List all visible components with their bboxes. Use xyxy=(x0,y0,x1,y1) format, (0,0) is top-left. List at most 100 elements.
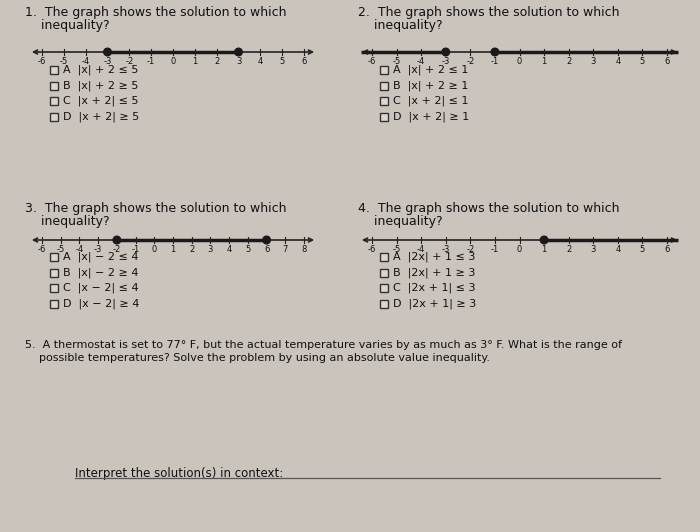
Text: 2: 2 xyxy=(566,245,571,254)
Text: 5.  A thermostat is set to 77° F, but the actual temperature varies by as much a: 5. A thermostat is set to 77° F, but the… xyxy=(25,340,622,350)
Text: 4: 4 xyxy=(227,245,232,254)
Text: -6: -6 xyxy=(368,56,376,65)
Text: -2: -2 xyxy=(466,245,475,254)
Text: 1: 1 xyxy=(542,245,547,254)
Text: A  |x| + 2 ≤ 5: A |x| + 2 ≤ 5 xyxy=(63,65,139,75)
Text: 0: 0 xyxy=(152,245,157,254)
Text: 5: 5 xyxy=(640,245,645,254)
FancyBboxPatch shape xyxy=(50,253,58,261)
Text: 1: 1 xyxy=(542,56,547,65)
Text: 2: 2 xyxy=(214,56,219,65)
Text: -2: -2 xyxy=(466,56,475,65)
FancyBboxPatch shape xyxy=(50,81,58,89)
Text: 3: 3 xyxy=(236,56,241,65)
Text: 2: 2 xyxy=(566,56,571,65)
Text: 6: 6 xyxy=(664,245,670,254)
Text: 4.  The graph shows the solution to which: 4. The graph shows the solution to which xyxy=(358,202,620,215)
Text: 8: 8 xyxy=(301,245,307,254)
Text: 4: 4 xyxy=(258,56,263,65)
Circle shape xyxy=(234,48,242,56)
Text: B  |2x| + 1 ≥ 3: B |2x| + 1 ≥ 3 xyxy=(393,267,475,278)
Text: inequality?: inequality? xyxy=(25,19,110,32)
Text: B  |x| − 2 ≥ 4: B |x| − 2 ≥ 4 xyxy=(63,267,139,278)
FancyBboxPatch shape xyxy=(380,253,388,261)
Text: -1: -1 xyxy=(491,56,499,65)
Text: 7: 7 xyxy=(283,245,288,254)
Text: -4: -4 xyxy=(81,56,90,65)
Text: -3: -3 xyxy=(442,245,450,254)
Text: -1: -1 xyxy=(132,245,140,254)
Text: 0: 0 xyxy=(517,56,522,65)
Text: -4: -4 xyxy=(417,245,426,254)
Text: inequality?: inequality? xyxy=(358,19,442,32)
Text: 1: 1 xyxy=(193,56,197,65)
Circle shape xyxy=(491,48,498,56)
Text: B  |x| + 2 ≥ 5: B |x| + 2 ≥ 5 xyxy=(63,80,139,91)
FancyBboxPatch shape xyxy=(50,66,58,74)
FancyBboxPatch shape xyxy=(50,112,58,121)
Text: -6: -6 xyxy=(38,245,46,254)
Text: -4: -4 xyxy=(417,56,426,65)
Text: -5: -5 xyxy=(393,245,400,254)
Text: -5: -5 xyxy=(57,245,65,254)
Text: -5: -5 xyxy=(393,56,400,65)
Text: 3: 3 xyxy=(208,245,213,254)
Text: -1: -1 xyxy=(147,56,155,65)
Text: 2.  The graph shows the solution to which: 2. The graph shows the solution to which xyxy=(358,6,620,19)
Text: 1.  The graph shows the solution to which: 1. The graph shows the solution to which xyxy=(25,6,286,19)
Text: 3: 3 xyxy=(591,56,596,65)
Text: 6: 6 xyxy=(664,56,670,65)
Text: 5: 5 xyxy=(279,56,285,65)
Text: Interpret the solution(s) in context:: Interpret the solution(s) in context: xyxy=(75,467,284,480)
Text: C  |x − 2| ≤ 4: C |x − 2| ≤ 4 xyxy=(63,282,139,293)
Text: -4: -4 xyxy=(76,245,83,254)
Text: 6: 6 xyxy=(301,56,307,65)
Text: -6: -6 xyxy=(368,245,376,254)
Circle shape xyxy=(262,236,270,244)
Circle shape xyxy=(113,236,120,244)
Text: C  |x + 2| ≤ 1: C |x + 2| ≤ 1 xyxy=(393,96,468,106)
Circle shape xyxy=(104,48,111,56)
FancyBboxPatch shape xyxy=(50,269,58,277)
Text: 0: 0 xyxy=(170,56,176,65)
FancyBboxPatch shape xyxy=(50,284,58,292)
Text: 0: 0 xyxy=(517,245,522,254)
Text: 5: 5 xyxy=(245,245,251,254)
FancyBboxPatch shape xyxy=(380,284,388,292)
Text: 6: 6 xyxy=(264,245,270,254)
Circle shape xyxy=(442,48,449,56)
Text: -6: -6 xyxy=(38,56,46,65)
FancyBboxPatch shape xyxy=(50,97,58,105)
Text: -3: -3 xyxy=(442,56,450,65)
Text: B  |x| + 2 ≥ 1: B |x| + 2 ≥ 1 xyxy=(393,80,468,91)
Text: -2: -2 xyxy=(113,245,121,254)
FancyBboxPatch shape xyxy=(380,81,388,89)
Text: 3: 3 xyxy=(591,245,596,254)
Text: possible temperatures? Solve the problem by using an absolute value inequality.: possible temperatures? Solve the problem… xyxy=(25,353,490,363)
Text: D  |x − 2| ≥ 4: D |x − 2| ≥ 4 xyxy=(63,298,139,309)
FancyBboxPatch shape xyxy=(380,97,388,105)
Text: A  |x| − 2 ≤ 4: A |x| − 2 ≤ 4 xyxy=(63,252,139,262)
FancyBboxPatch shape xyxy=(380,300,388,307)
FancyBboxPatch shape xyxy=(380,269,388,277)
Text: 5: 5 xyxy=(640,56,645,65)
Text: 3.  The graph shows the solution to which: 3. The graph shows the solution to which xyxy=(25,202,286,215)
Text: A  |x| + 2 ≤ 1: A |x| + 2 ≤ 1 xyxy=(393,65,468,75)
Text: -2: -2 xyxy=(125,56,134,65)
Text: -5: -5 xyxy=(60,56,68,65)
Text: C  |x + 2| ≤ 5: C |x + 2| ≤ 5 xyxy=(63,96,139,106)
Text: -1: -1 xyxy=(491,245,499,254)
Text: -3: -3 xyxy=(94,245,102,254)
Text: A  |2x| + 1 ≤ 3: A |2x| + 1 ≤ 3 xyxy=(393,252,475,262)
Text: inequality?: inequality? xyxy=(358,215,442,228)
Text: D  |2x + 1| ≥ 3: D |2x + 1| ≥ 3 xyxy=(393,298,476,309)
Text: 4: 4 xyxy=(615,245,620,254)
Text: inequality?: inequality? xyxy=(25,215,110,228)
FancyBboxPatch shape xyxy=(50,300,58,307)
Text: 4: 4 xyxy=(615,56,620,65)
Text: D  |x + 2| ≥ 1: D |x + 2| ≥ 1 xyxy=(393,111,469,122)
Text: D  |x + 2| ≥ 5: D |x + 2| ≥ 5 xyxy=(63,111,139,122)
Text: -3: -3 xyxy=(104,56,112,65)
Text: 2: 2 xyxy=(189,245,195,254)
FancyBboxPatch shape xyxy=(380,112,388,121)
